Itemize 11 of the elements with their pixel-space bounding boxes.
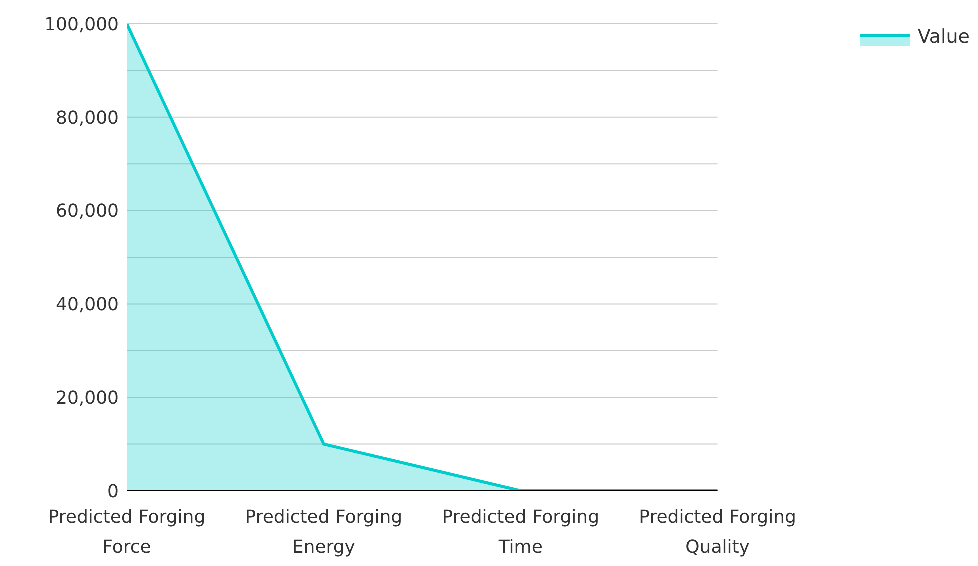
y-tick-label: 60,000 [56,201,119,222]
y-tick-label: 0 [108,481,119,502]
y-tick-label: 20,000 [56,388,119,409]
x-tick-label: Predicted Forging Force [48,507,206,558]
legend-label: Value [918,26,970,48]
x-tick-label: Predicted Forging Quality [639,507,796,558]
y-tick-label: 100,000 [44,14,119,36]
x-tick-label: Predicted Forging Time [442,507,600,558]
x-tick-label: Predicted Forging Energy [245,507,403,558]
y-tick-label: 80,000 [56,108,119,129]
y-tick-label: 40,000 [56,294,119,316]
